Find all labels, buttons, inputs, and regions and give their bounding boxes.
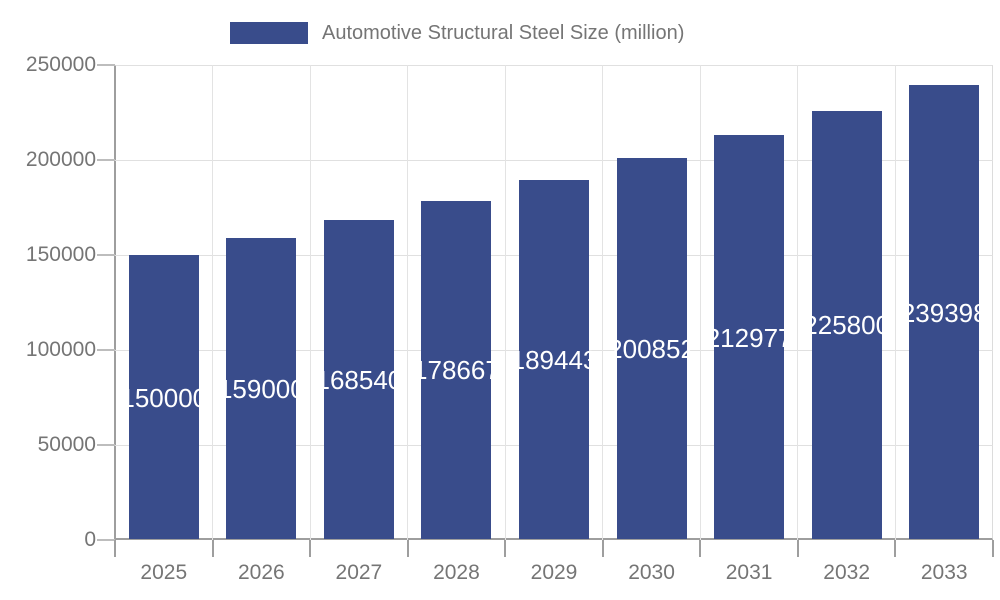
y-tick-label: 100000 bbox=[25, 338, 96, 361]
bar-value-label: 239398 bbox=[900, 297, 988, 328]
x-axis-tick bbox=[992, 540, 994, 557]
bar bbox=[323, 219, 394, 539]
x-axis-tick bbox=[601, 540, 604, 557]
x-axis-tick bbox=[504, 540, 507, 557]
y-tick-label: 50000 bbox=[37, 433, 96, 456]
y-tick-label: 200000 bbox=[25, 148, 96, 171]
x-tick-label: 2032 bbox=[823, 561, 871, 584]
bar-value-label: 178667 bbox=[413, 355, 500, 386]
y-gridline bbox=[115, 159, 993, 161]
bar-value-label: 189443 bbox=[510, 345, 598, 376]
plot-area bbox=[114, 65, 993, 540]
x-axis-tick bbox=[406, 540, 409, 557]
y-tick-label: 150000 bbox=[25, 243, 96, 266]
x-tick-label: 2031 bbox=[725, 561, 773, 584]
x-axis-tick bbox=[699, 540, 702, 557]
y-tick-label: 0 bbox=[84, 528, 96, 551]
x-axis-tick bbox=[211, 540, 214, 557]
bar-value-label: 159000 bbox=[217, 373, 305, 404]
x-tick-label: 2033 bbox=[920, 561, 968, 584]
y-tick-label: 250000 bbox=[25, 53, 96, 76]
x-tick-label: 2029 bbox=[530, 561, 578, 584]
x-gridline bbox=[602, 65, 604, 540]
x-tick-label: 2027 bbox=[335, 561, 383, 584]
legend-swatch-icon bbox=[230, 22, 308, 44]
bar bbox=[226, 237, 297, 539]
bar bbox=[714, 135, 785, 539]
y-axis-tick bbox=[97, 349, 115, 351]
legend-label: Automotive Structural Steel Size (millio… bbox=[322, 21, 685, 44]
x-tick-label: 2025 bbox=[140, 561, 188, 584]
x-tick-label: 2026 bbox=[237, 561, 285, 584]
x-tick-label: 2028 bbox=[433, 561, 480, 584]
bar bbox=[616, 158, 687, 539]
bar bbox=[128, 255, 199, 539]
x-gridline bbox=[699, 65, 701, 540]
x-gridline bbox=[407, 65, 409, 540]
chart-legend: Automotive Structural Steel Size (millio… bbox=[230, 22, 684, 44]
y-axis-tick bbox=[97, 539, 115, 541]
y-axis-tick bbox=[97, 254, 115, 256]
bar-value-label: 212977 bbox=[705, 322, 793, 353]
bar-value-label: 225800 bbox=[803, 310, 891, 341]
bar bbox=[811, 110, 882, 539]
y-axis-tick bbox=[97, 159, 115, 161]
bar bbox=[519, 180, 589, 539]
bar-value-label: 150000 bbox=[120, 382, 208, 413]
x-axis-tick bbox=[309, 540, 312, 557]
x-axis-tick bbox=[796, 540, 799, 557]
bar-value-label: 168540 bbox=[315, 364, 403, 395]
bar bbox=[421, 200, 492, 539]
x-tick-label: 2030 bbox=[628, 561, 675, 584]
x-gridline bbox=[309, 65, 311, 540]
x-gridline bbox=[797, 65, 799, 540]
x-axis-tick bbox=[114, 540, 116, 557]
x-gridline bbox=[504, 65, 506, 540]
x-axis-tick bbox=[894, 540, 897, 557]
bar-value-label: 200852 bbox=[608, 334, 695, 365]
y-axis-tick bbox=[97, 444, 115, 446]
bar bbox=[909, 85, 980, 539]
x-gridline bbox=[212, 65, 214, 540]
y-axis-tick bbox=[97, 64, 115, 66]
x-gridline bbox=[894, 65, 896, 540]
